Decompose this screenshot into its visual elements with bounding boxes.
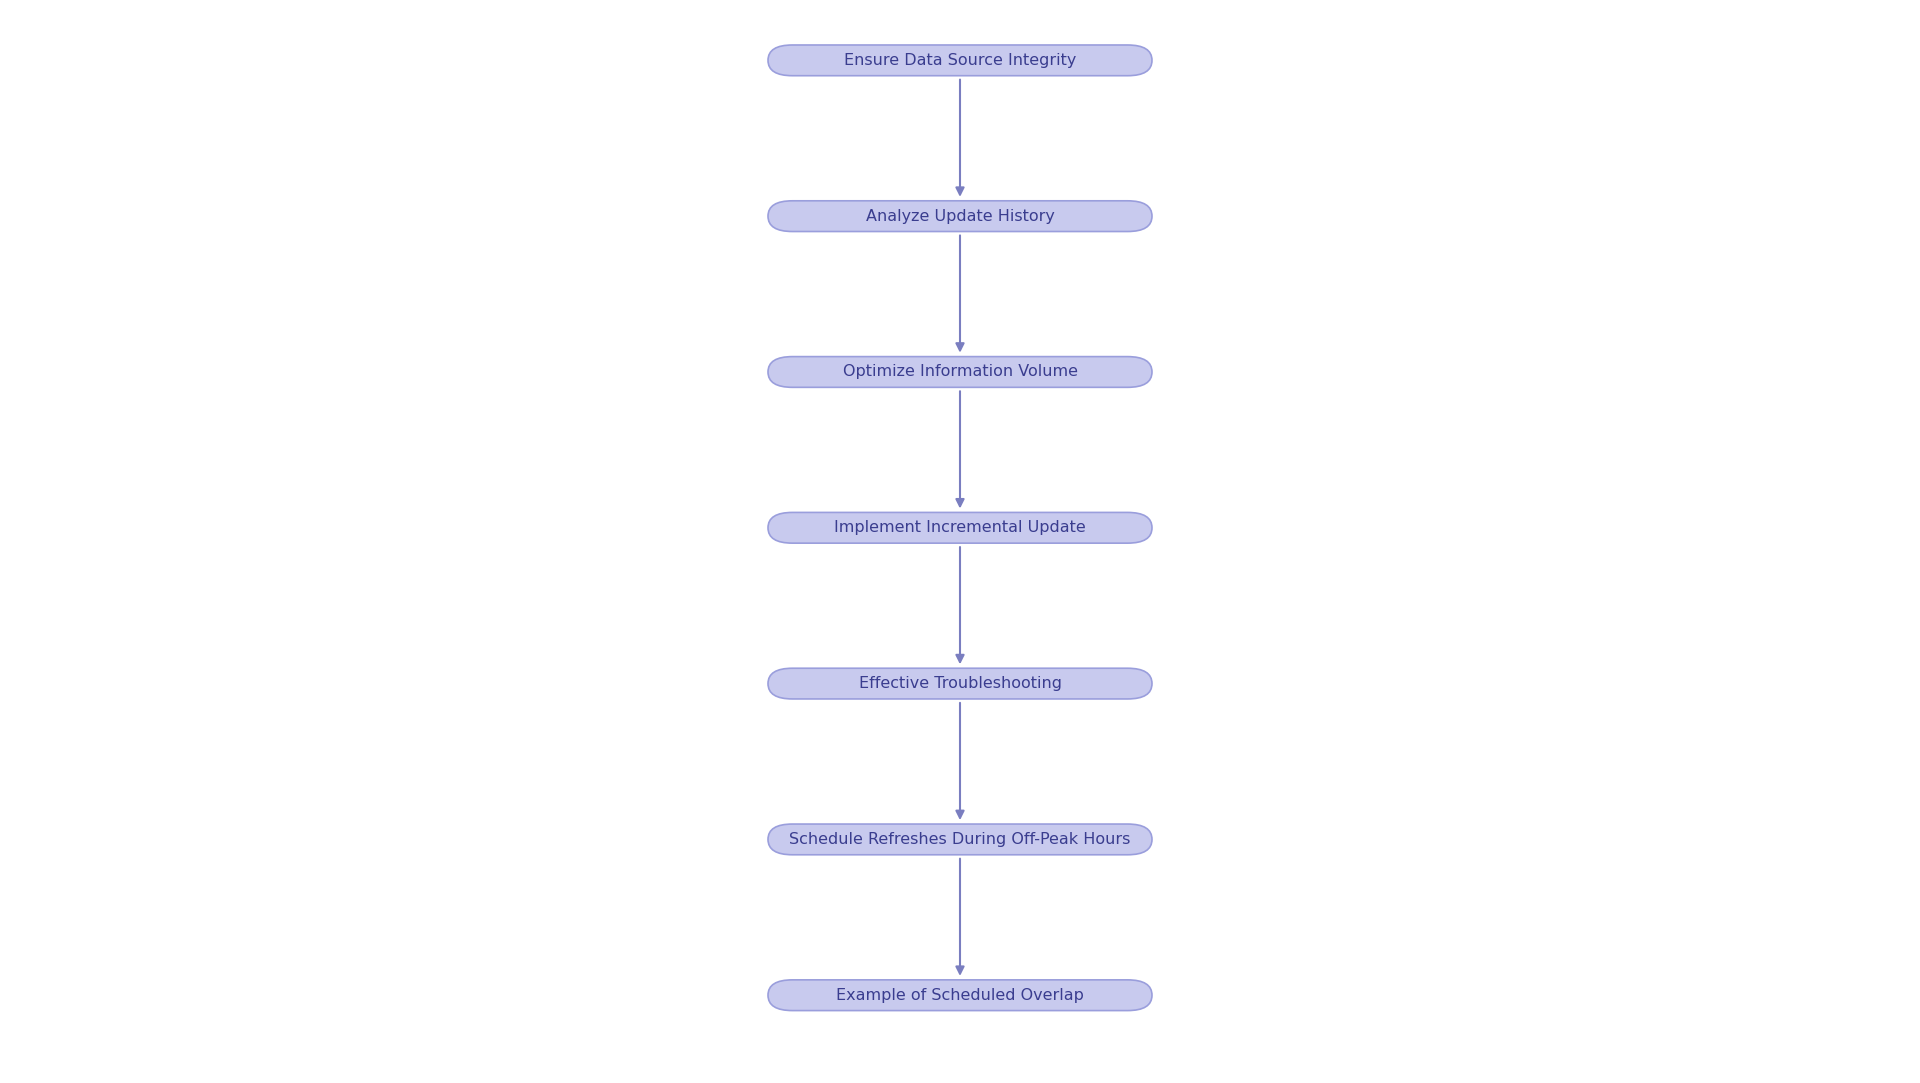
FancyBboxPatch shape — [768, 512, 1152, 544]
Text: Implement Incremental Update: Implement Incremental Update — [833, 520, 1087, 535]
FancyBboxPatch shape — [768, 45, 1152, 76]
FancyBboxPatch shape — [768, 668, 1152, 699]
Text: Effective Troubleshooting: Effective Troubleshooting — [858, 676, 1062, 691]
FancyBboxPatch shape — [768, 824, 1152, 854]
FancyBboxPatch shape — [768, 356, 1152, 388]
Text: Ensure Data Source Integrity: Ensure Data Source Integrity — [843, 53, 1077, 68]
FancyBboxPatch shape — [768, 200, 1152, 232]
Text: Example of Scheduled Overlap: Example of Scheduled Overlap — [835, 988, 1085, 1003]
Text: Analyze Update History: Analyze Update History — [866, 209, 1054, 224]
Text: Optimize Information Volume: Optimize Information Volume — [843, 365, 1077, 379]
FancyBboxPatch shape — [768, 980, 1152, 1010]
Text: Schedule Refreshes During Off-Peak Hours: Schedule Refreshes During Off-Peak Hours — [789, 832, 1131, 847]
